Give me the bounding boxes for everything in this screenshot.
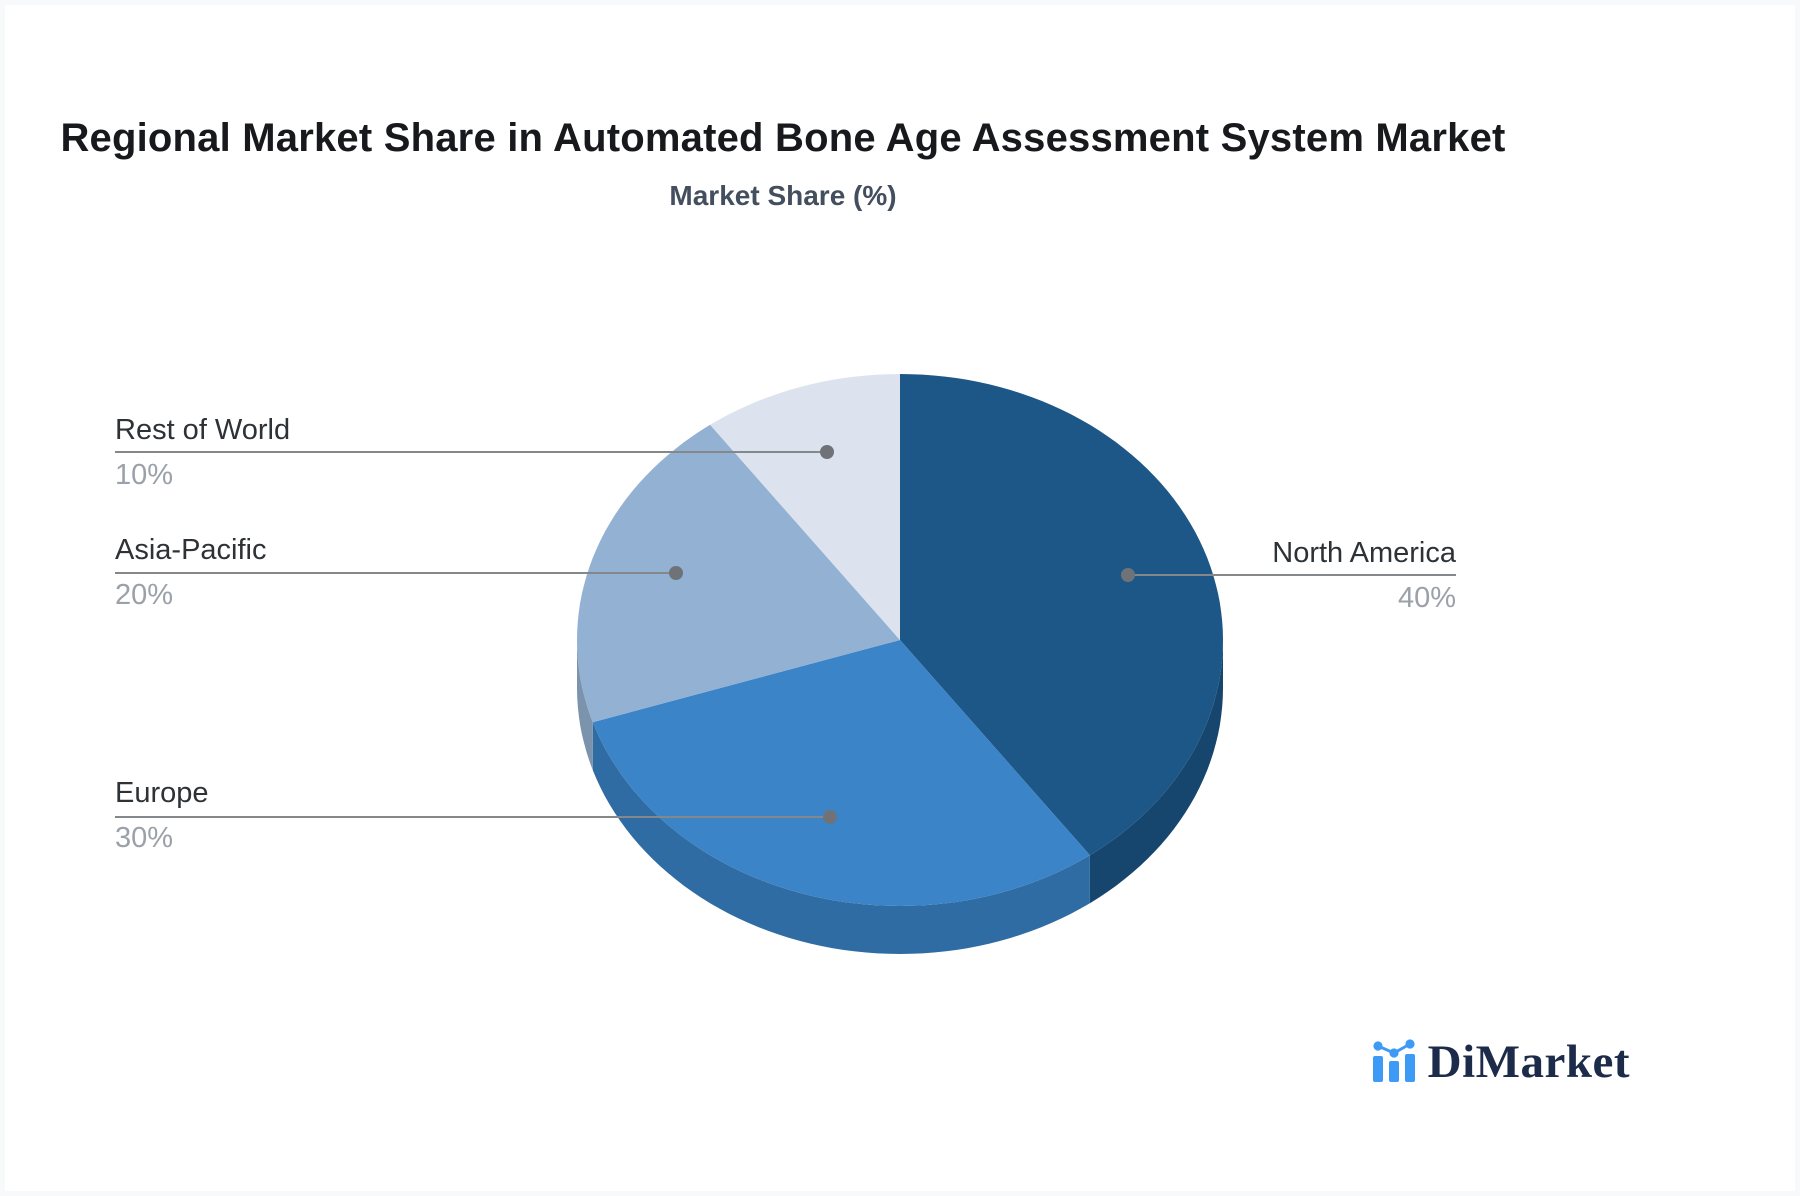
pie-side-europe bbox=[592, 722, 1090, 954]
slice-label-europe: Europe 30% bbox=[115, 776, 209, 856]
chart-title: Regional Market Share in Automated Bone … bbox=[60, 116, 1506, 160]
leader-dot-north-america bbox=[1121, 568, 1135, 582]
pie-side-asia-pacific bbox=[577, 640, 593, 771]
leader-dot-europe bbox=[823, 810, 837, 824]
slice-label-name: Asia-Pacific bbox=[115, 534, 267, 566]
slice-label-rest-of-world: Rest of World 10% bbox=[115, 413, 290, 493]
slice-label-name: Europe bbox=[115, 777, 209, 809]
pie-slice-europe bbox=[592, 640, 1090, 906]
leader-dot-asia-pacific bbox=[669, 566, 683, 580]
pie-side-north-america bbox=[1089, 640, 1223, 904]
slice-label-value: 10% bbox=[115, 459, 174, 491]
slice-label-value: 20% bbox=[115, 579, 174, 611]
slice-label-value: 40% bbox=[1397, 582, 1456, 614]
slice-label-value: 30% bbox=[115, 822, 174, 854]
pie-slice-north-america bbox=[900, 374, 1223, 856]
leader-dot-rest-of-world bbox=[820, 445, 834, 459]
chart-subtitle: Market Share (%) bbox=[669, 180, 897, 211]
brand-name: DiMarket bbox=[1427, 1036, 1630, 1088]
slice-label-asia-pacific: Asia-Pacific 20% bbox=[115, 533, 267, 613]
slice-label-north-america: North America 40% bbox=[1272, 536, 1456, 616]
pie-slice-rest-of-world bbox=[710, 374, 900, 640]
slice-label-name: Rest of World bbox=[115, 414, 291, 446]
bar-line-chart-icon bbox=[1372, 1039, 1415, 1082]
slice-label-name: North America bbox=[1272, 537, 1456, 569]
brand-logo: DiMarket bbox=[1372, 1032, 1630, 1086]
pie-slice-asia-pacific bbox=[577, 424, 900, 723]
